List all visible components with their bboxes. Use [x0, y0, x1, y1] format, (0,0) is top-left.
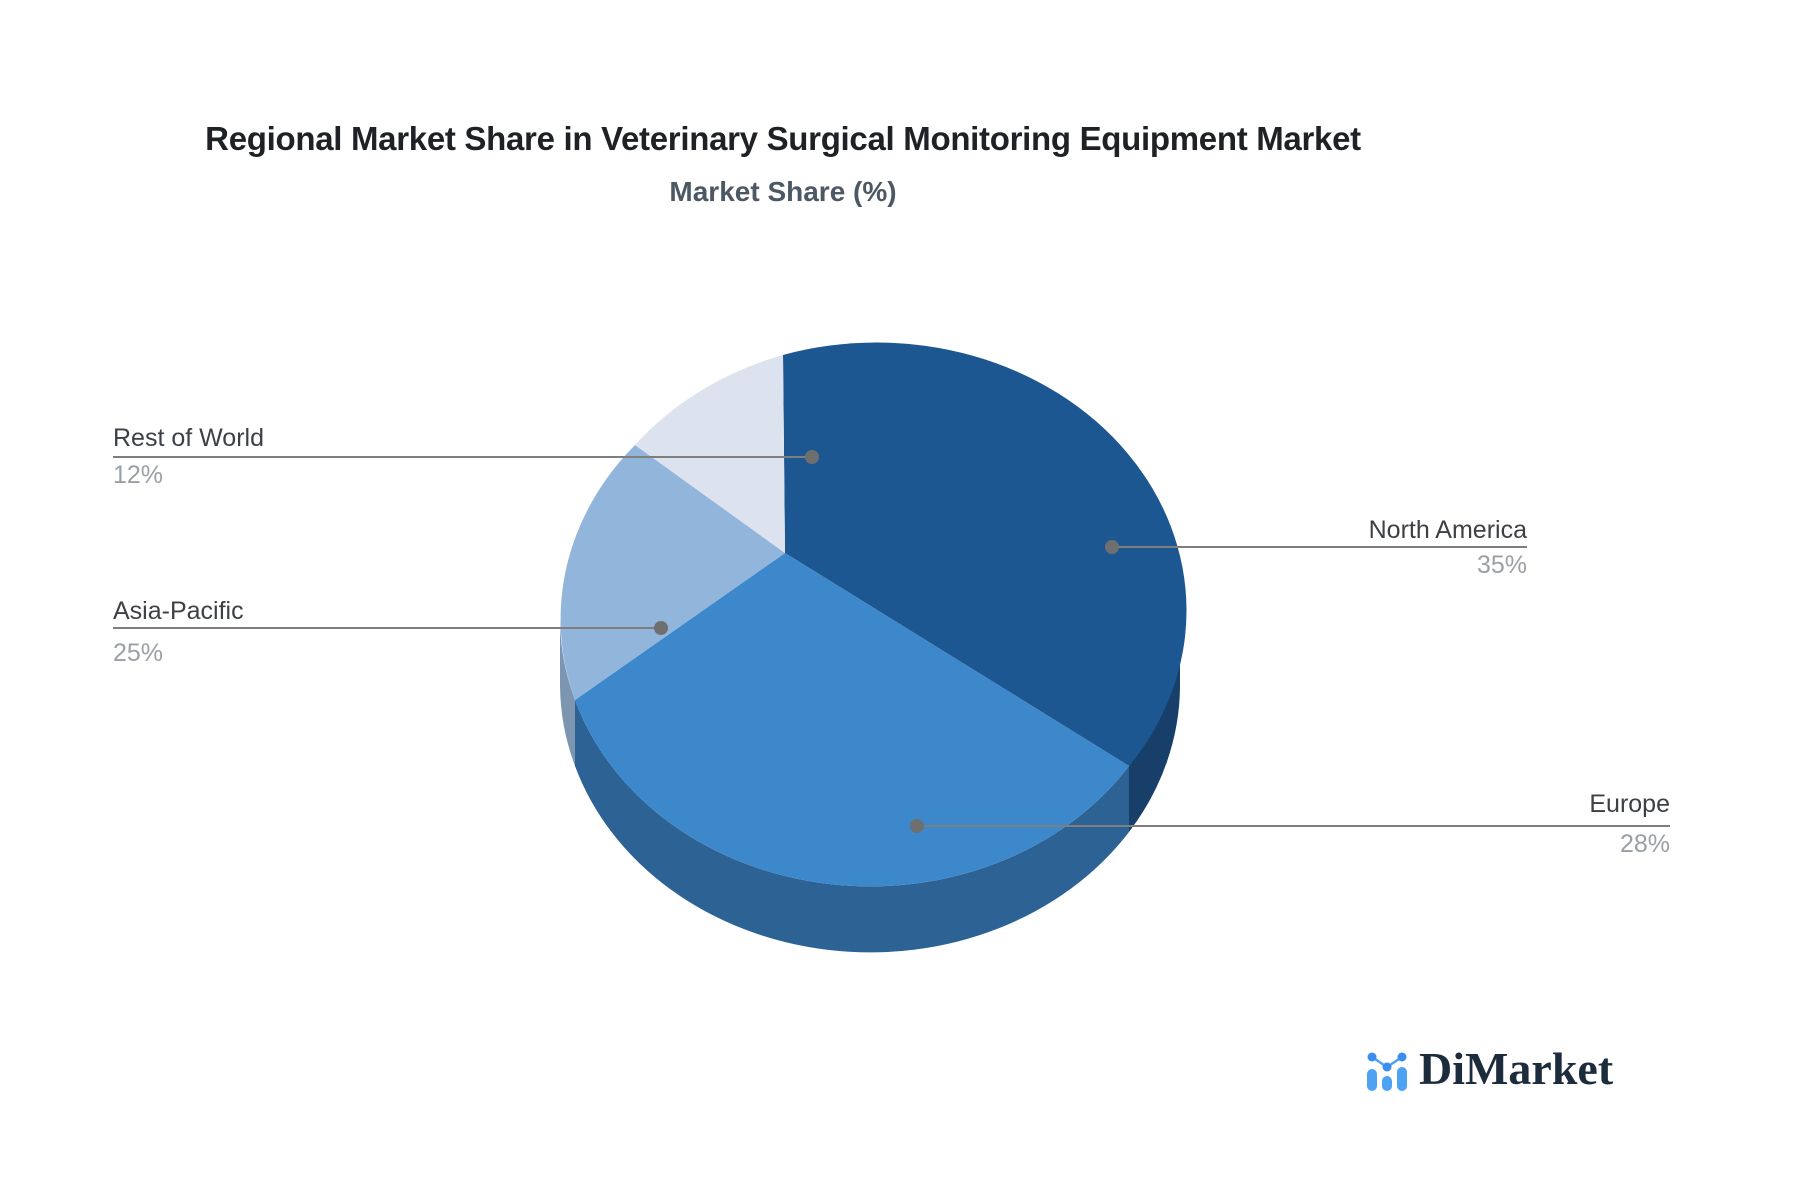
slice-value-asia-pacific: 25% [113, 639, 164, 667]
pie-wall-europe [575, 700, 1129, 953]
pie-wall-asia-pacific [560, 620, 575, 766]
leader-dot-rest-of-world [805, 450, 819, 464]
slice-label-rest-of-world: Rest of World [113, 424, 264, 452]
slice-value-north-america: 35% [1476, 551, 1527, 579]
pie-slice-asia-pacific [560, 445, 785, 700]
leader-dot-europe [910, 819, 924, 833]
brand-logo: DiMarket [1419, 1043, 1614, 1094]
slice-label-europe: Europe [1589, 790, 1670, 818]
leader-dot-north-america [1105, 540, 1119, 554]
pie-slice-rest-of-world [635, 355, 785, 553]
page-title: Regional Market Share in Veterinary Surg… [205, 120, 1361, 157]
slice-label-north-america: North America [1368, 516, 1527, 544]
slice-label-asia-pacific: Asia-Pacific [113, 597, 244, 625]
logo-bars-icon [1367, 1052, 1407, 1091]
leader-dot-asia-pacific [654, 621, 668, 635]
pie-slice-europe [575, 553, 1129, 887]
slice-value-europe: 28% [1619, 830, 1670, 858]
slice-value-rest-of-world: 12% [113, 461, 164, 489]
chart-subtitle: Market Share (%) [669, 176, 897, 207]
pie-slice-north-america [783, 342, 1187, 766]
